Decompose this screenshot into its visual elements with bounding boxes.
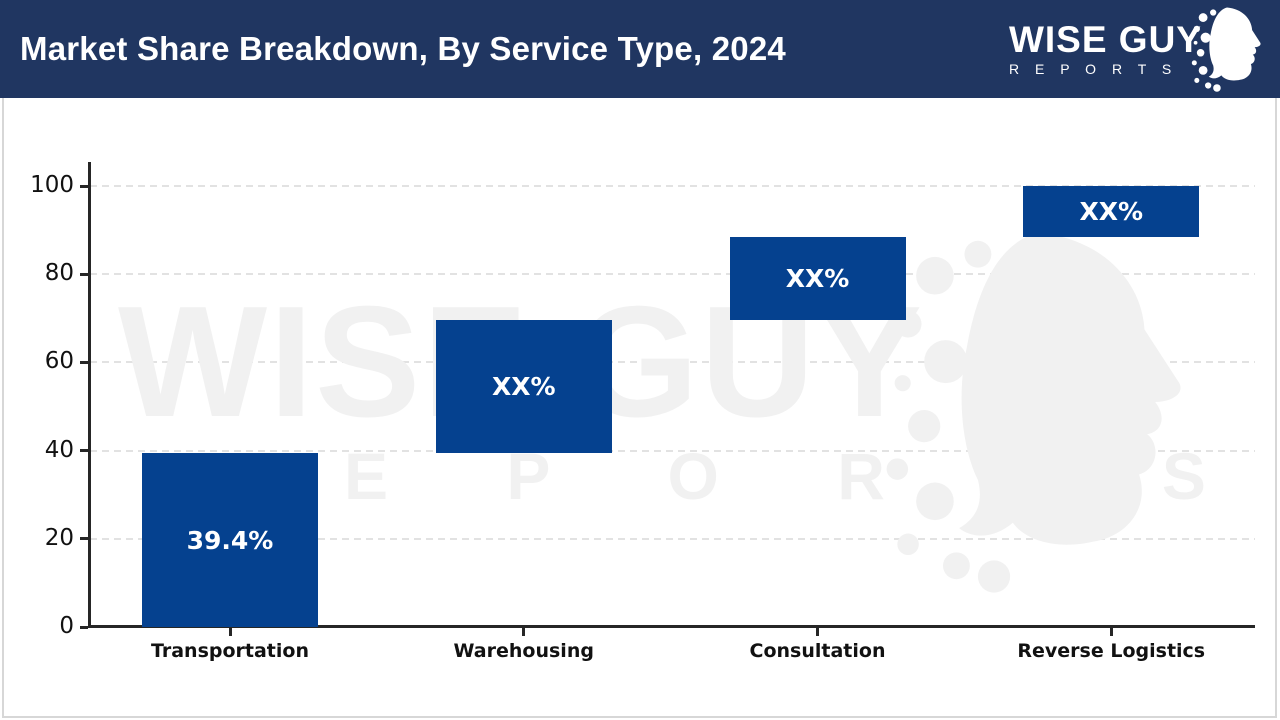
y-tick-mark [80, 449, 88, 453]
bar-transportation: 39.4% [142, 453, 318, 627]
bar-consultation: XX% [729, 237, 906, 321]
y-tick-label: 40 [44, 436, 74, 463]
gridline-80 [90, 273, 1255, 276]
brand-logo: WISE GUY R E P O R T S [1009, 4, 1266, 94]
bar-warehousing: XX% [435, 320, 612, 454]
y-tick-mark [80, 537, 88, 541]
bar-value-label: XX% [785, 264, 850, 294]
bar-value-label: XX% [1079, 197, 1144, 227]
y-tick-label: 80 [44, 260, 74, 287]
y-tick-mark [80, 184, 88, 188]
header-bar: Market Share Breakdown, By Service Type,… [0, 0, 1280, 98]
x-tick-mark [816, 628, 819, 636]
gridline-100 [90, 185, 1255, 187]
gridline-40 [90, 449, 1255, 452]
y-tick-mark [80, 625, 88, 629]
x-category-label: Consultation [749, 640, 886, 662]
x-tick-mark [1109, 628, 1113, 636]
page-title: Market Share Breakdown, By Service Type,… [20, 30, 786, 67]
y-tick-label: 100 [30, 172, 74, 198]
bar-value-label: XX% [491, 372, 556, 402]
y-tick-mark [80, 272, 88, 276]
brand-subname: R E P O R T S [1008, 61, 1178, 78]
bar-value-label: 39.4% [186, 525, 274, 555]
x-category-label: Reverse Logistics [1017, 640, 1206, 662]
y-axis-line [88, 162, 91, 628]
y-tick-label: 0 [59, 613, 74, 639]
x-category-label: Transportation [150, 640, 309, 662]
x-tick-mark [522, 628, 526, 636]
y-tick-label: 20 [44, 524, 74, 551]
brand-name: WISE GUY [1008, 18, 1202, 60]
x-axis-line [88, 625, 1255, 628]
x-tick-mark [228, 628, 232, 636]
y-tick-label: 60 [44, 348, 74, 375]
bar-reverse-logistics: XX% [1023, 186, 1200, 238]
gridline-60 [90, 361, 1255, 364]
brand-logo-text: WISE GUY R E P O R T S [1008, 18, 1202, 78]
gridline-20 [90, 537, 1255, 540]
x-category-label: Warehousing [453, 640, 594, 662]
y-tick-mark [80, 360, 88, 364]
